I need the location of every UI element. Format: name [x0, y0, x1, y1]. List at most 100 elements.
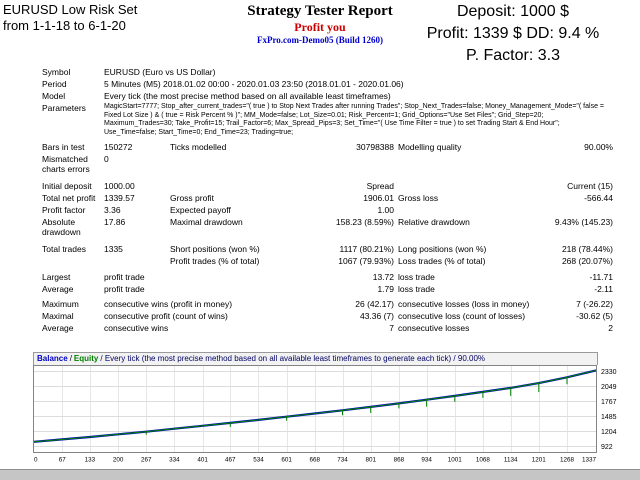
modelling-quality-value: 90.00% [584, 142, 613, 152]
table-row: Profit trades (% of total) 1067 (79.93%) L… [30, 255, 615, 267]
report-table-body: Symbol EURUSD (Euro vs US Dollar) Period 5 … [30, 66, 615, 334]
period-value: 5 Minutes (M5) 2018.01.02 00:00 - 2020.0… [104, 79, 404, 89]
long-positions-value: 218 (78.44%) [561, 244, 613, 254]
table-row: Model Every tick (the most precise method… [30, 90, 615, 102]
row-label: Expected payoff [170, 205, 231, 215]
x-axis-label: 467 [225, 457, 236, 464]
table-row: Parameters MagicStart=7777; Stop_after_cu… [30, 102, 615, 138]
y-axis-label: 2049 [601, 384, 617, 391]
row-label: Relative drawdown [398, 217, 470, 227]
row-label: Bars in test [42, 142, 85, 152]
row-label: Average [42, 284, 74, 294]
row-label: consecutive loss (count of losses) [398, 311, 526, 321]
table-row: Mismatched charts errors 0 [30, 153, 615, 175]
row-label: Model [42, 91, 66, 101]
table-cell [396, 180, 546, 192]
maximal-consecutive-loss-value: -30.62 (5) [576, 311, 613, 321]
chart-legend: Balance / Equity / Every tick (the most pre… [33, 352, 598, 365]
row-label: loss trade [398, 284, 435, 294]
custom-set-title: EURUSD Low Risk Set from 1-1-18 to 6-1-2… [3, 2, 137, 34]
x-axis-label: 133 [85, 457, 96, 464]
row-label: consecutive wins [104, 323, 169, 333]
total-net-profit-value: 1339.57 [104, 193, 135, 203]
row-label: Total trades [42, 244, 86, 254]
legend-separator: / [69, 354, 72, 363]
y-axis-label: 922 [601, 444, 613, 451]
max-consecutive-losses-value: 7 (-26.22) [576, 299, 613, 309]
row-label: Average [42, 323, 74, 333]
table-row: Profit factor 3.36 Expected payoff 1.00 [30, 204, 615, 216]
short-positions-value: 1117 (80.21%) [339, 244, 395, 254]
row-label: consecutive losses [398, 323, 470, 333]
row-label: Gross profit [170, 193, 214, 203]
table-cell [30, 255, 102, 267]
table-row: Total net profit 1339.57 Gross profit 1906.… [30, 192, 615, 204]
row-label: Maximum [42, 299, 79, 309]
largest-profit-trade-value: 13.72 [372, 272, 394, 282]
gross-profit-value: 1906.01 [363, 193, 394, 203]
loss-trades-value: 268 (20.07%) [561, 256, 613, 266]
bars-in-test-value: 150272 [104, 142, 133, 152]
y-axis-label: 1767 [601, 399, 617, 406]
row-label: Modelling quality [398, 142, 462, 152]
max-consecutive-wins-value: 26 (42.17) [355, 299, 394, 309]
table-row: Absolute drawdown 17.86 Maximal drawdown 15… [30, 216, 615, 238]
x-axis-label: 1001 [448, 457, 463, 464]
row-label: Absolute drawdown [42, 217, 81, 237]
table-row: Average profit trade 1.79 loss trade -2.11 [30, 283, 615, 295]
row-label: Profit trades (% of total) [170, 256, 260, 266]
row-label: Maximal [42, 311, 74, 321]
avg-consecutive-losses-value: 2 [608, 323, 613, 333]
x-axis-label: 1068 [476, 457, 491, 464]
balance-chart: Balance / Equity / Every tick (the most pre… [33, 352, 633, 465]
table-row: Period 5 Minutes (M5) 2018.01.02 00:00 - … [30, 78, 615, 90]
x-axis-label: 1201 [532, 457, 547, 464]
row-label: profit trade [104, 272, 145, 282]
row-label: Mismatched charts errors [42, 154, 90, 174]
row-label: consecutive losses (loss in money) [398, 299, 530, 309]
deposit-annotation: Deposit: 1000 $ [456, 3, 570, 20]
parameters-value: MagicStart=7777; Stop_after_current_trad… [104, 103, 604, 136]
ticks-modelled-value: 30798388 [356, 142, 394, 152]
x-axis-label: 200 [113, 457, 124, 464]
y-axis-label: 1485 [601, 414, 617, 421]
row-label: Long positions (won %) [398, 244, 487, 254]
custom-title-line1: EURUSD Low Risk Set [3, 2, 138, 17]
custom-title-line2: from 1-1-18 to 6-1-20 [3, 18, 126, 33]
table-row: Total trades 1335 Short positions (won %) 1… [30, 243, 615, 255]
legend-balance-label: Balance [37, 354, 68, 363]
x-axis-label: 934 [421, 457, 432, 464]
x-axis-label: 1134 [504, 457, 518, 464]
row-label: Maximal drawdown [170, 217, 243, 227]
summary-annotations: Deposit: 1000 $ Profit: 1339 $ DD: 9.4 %… [388, 1, 638, 67]
legend-equity-label: Equity [73, 354, 99, 363]
profit-factor-annotation: P. Factor: 3.3 [466, 47, 560, 64]
x-axis-label: 668 [310, 457, 321, 464]
x-axis-label: 801 [365, 457, 376, 464]
x-axis-label: 0 [34, 457, 38, 464]
table-row: Symbol EURUSD (Euro vs US Dollar) [30, 66, 615, 78]
legend-description: / Every tick (the most precise method ba… [100, 354, 486, 363]
maximal-consecutive-profit-value: 43.36 (7) [359, 311, 394, 321]
row-label: Initial deposit [42, 181, 92, 191]
x-axis-label: 1337 [582, 457, 597, 464]
spread-label: Spread [366, 181, 394, 191]
row-label: Symbol [42, 67, 71, 77]
table-row: Initial deposit 1000.00 Spread Current (15) [30, 180, 615, 192]
row-label: Period [42, 79, 67, 89]
x-axis-label: 267 [141, 457, 152, 464]
model-value: Every tick (the most precise method base… [104, 91, 391, 101]
symbol-value: EURUSD (Euro vs US Dollar) [104, 67, 216, 77]
report-header: Strategy Tester Report Profit you FxPro.… [200, 2, 440, 46]
row-label: loss trade [398, 272, 435, 282]
avg-consecutive-wins-value: 7 [389, 323, 394, 333]
row-label: Largest [42, 272, 71, 282]
x-axis-label: 67 [59, 457, 67, 464]
average-profit-trade-value: 1.79 [377, 284, 394, 294]
row-label: Ticks modelled [170, 142, 227, 152]
profit-factor-value: 3.36 [104, 205, 121, 215]
table-cell [102, 255, 168, 267]
absolute-drawdown-value: 17.86 [104, 217, 126, 227]
row-label: Total net profit [42, 193, 96, 203]
